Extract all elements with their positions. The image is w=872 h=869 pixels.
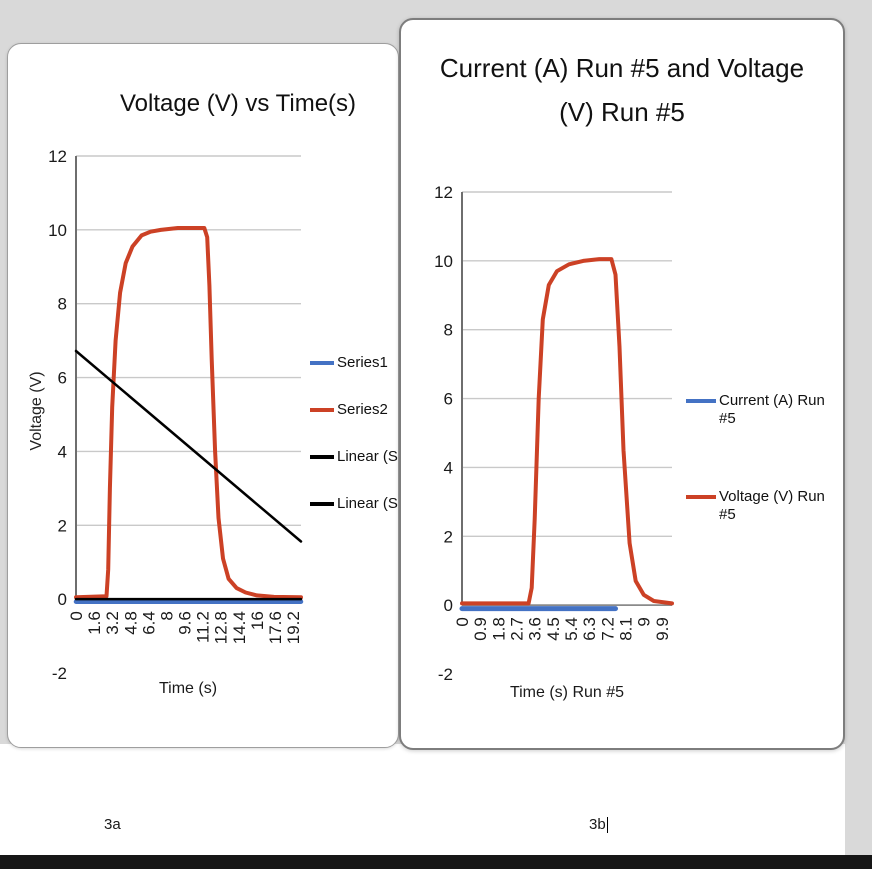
- legend-item: Current (A) Run #5: [686, 392, 838, 428]
- svg-text:1.6: 1.6: [85, 611, 104, 635]
- chart-card-voltage-vs-time[interactable]: Voltage (V) vs Time(s) Voltage (V) 12 10 8…: [7, 43, 399, 748]
- legend-label: Series1: [337, 354, 388, 371]
- svg-text:12.8: 12.8: [212, 611, 231, 644]
- svg-text:14.4: 14.4: [230, 611, 249, 644]
- chart2-title: Current (A) Run #5 and Voltage (V) Run #…: [439, 53, 805, 127]
- svg-text:12: 12: [48, 147, 67, 166]
- chart2-x-axis-title: Time (s) Run #5: [509, 684, 625, 701]
- legend-swatch-line: [686, 399, 716, 403]
- svg-text:0: 0: [444, 596, 453, 615]
- legend-item: Series1: [310, 354, 398, 372]
- svg-text:9.9: 9.9: [653, 617, 672, 641]
- legend-label: Series2: [337, 401, 388, 418]
- svg-text:6: 6: [444, 390, 453, 409]
- svg-text:10: 10: [434, 252, 453, 271]
- legend-item: Voltage (V) Run #5: [686, 488, 838, 524]
- svg-text:2: 2: [444, 527, 453, 546]
- legend-swatch-line: [310, 408, 334, 412]
- svg-text:4.5: 4.5: [544, 617, 563, 641]
- svg-text:2.7: 2.7: [508, 617, 527, 641]
- svg-text:8: 8: [157, 611, 176, 620]
- legend-label: Linear (S: [337, 495, 398, 512]
- legend-item: Linear (S: [310, 448, 398, 466]
- caption-3a[interactable]: 3a: [104, 816, 121, 833]
- svg-text:8: 8: [58, 295, 67, 314]
- legend-swatch-line: [310, 361, 334, 365]
- svg-text:9: 9: [635, 617, 654, 626]
- svg-text:3.2: 3.2: [103, 611, 122, 635]
- legend-label: Voltage (V) Run #5: [719, 488, 825, 523]
- legend-swatch-line: [310, 502, 334, 506]
- chart1-x-axis-title: Time (s): [158, 680, 218, 697]
- svg-text:6: 6: [58, 369, 67, 388]
- svg-text:11.2: 11.2: [194, 611, 213, 643]
- caption-3b-text: 3b: [589, 816, 606, 833]
- legend-swatch-line: [686, 495, 716, 499]
- svg-text:8.1: 8.1: [617, 617, 636, 641]
- svg-text:4: 4: [444, 458, 453, 477]
- legend-item: Linear (S: [310, 495, 398, 513]
- caption-3b[interactable]: 3b: [589, 816, 609, 833]
- svg-text:0: 0: [453, 617, 472, 626]
- svg-text:4.8: 4.8: [121, 611, 140, 635]
- chart1-title: Voltage (V) vs Time(s): [119, 90, 357, 117]
- svg-text:19.2: 19.2: [284, 611, 303, 644]
- legend-swatch-line: [310, 455, 334, 459]
- svg-text:1.8: 1.8: [489, 617, 508, 641]
- svg-text:7.2: 7.2: [598, 617, 617, 641]
- svg-text:5.4: 5.4: [562, 617, 581, 641]
- chart2-legend: Current (A) Run #5 Voltage (V) Run #5: [686, 392, 838, 584]
- svg-text:8: 8: [444, 321, 453, 340]
- svg-text:0: 0: [67, 611, 86, 620]
- bottom-dark-bar: [0, 855, 872, 869]
- svg-text:6.3: 6.3: [580, 617, 599, 641]
- legend-label: Current (A) Run #5: [719, 392, 825, 427]
- svg-text:-2: -2: [52, 664, 67, 683]
- svg-text:0.9: 0.9: [471, 617, 490, 641]
- svg-text:17.6: 17.6: [266, 611, 285, 644]
- svg-text:10: 10: [48, 221, 67, 240]
- svg-text:16: 16: [248, 611, 267, 630]
- svg-text:12: 12: [434, 183, 453, 202]
- document-page-background: [0, 744, 845, 855]
- legend-item: Series2: [310, 401, 398, 419]
- caption-3a-text: 3a: [104, 816, 121, 833]
- svg-text:9.6: 9.6: [176, 611, 195, 635]
- chart1-legend: Series1 Series2 Linear (S Linear (S: [310, 354, 398, 542]
- legend-label: Linear (S: [337, 448, 398, 465]
- svg-text:6.4: 6.4: [139, 611, 158, 635]
- text-cursor: [606, 817, 609, 833]
- chart-card-current-voltage-run5[interactable]: Current (A) Run #5 and Voltage (V) Run #…: [399, 18, 845, 750]
- svg-text:4: 4: [58, 442, 67, 461]
- svg-text:3.6: 3.6: [526, 617, 545, 641]
- svg-text:0: 0: [58, 590, 67, 609]
- svg-text:2: 2: [58, 516, 67, 535]
- svg-text:-2: -2: [438, 665, 453, 684]
